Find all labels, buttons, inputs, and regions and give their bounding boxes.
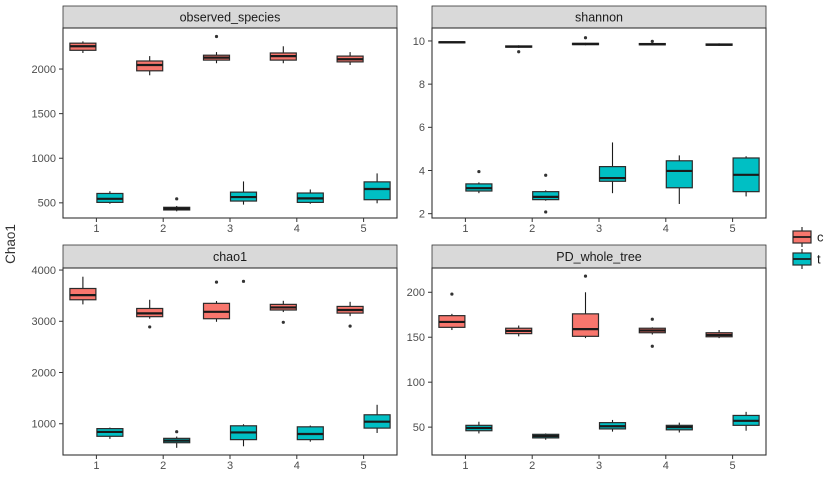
x-tick-label: 5 — [361, 460, 367, 472]
outlier-dot — [583, 274, 588, 278]
outlier-dot — [214, 280, 219, 284]
outlier-dot — [348, 324, 352, 328]
x-tick-label: 2 — [160, 460, 166, 472]
facet-title-chao1: chao1 — [213, 250, 247, 264]
x-tick-label: 4 — [663, 223, 669, 235]
box-t-observed_species-5 — [363, 181, 391, 201]
y-tick-label: 2000 — [32, 367, 56, 379]
x-tick-label: 5 — [361, 223, 367, 235]
x-tick-label: 1 — [93, 223, 99, 235]
outlier-dot — [450, 292, 454, 296]
x-tick-label: 1 — [462, 223, 468, 235]
outlier-dot — [281, 320, 285, 324]
outlier-dot — [650, 39, 654, 43]
x-tick-label: 4 — [294, 223, 300, 235]
x-tick-label: 3 — [596, 223, 602, 235]
panel-chao1 — [62, 267, 398, 456]
legend-label-c: c — [817, 230, 824, 245]
box-c-PD_whole_tree-3 — [571, 313, 600, 337]
outlier-dot — [544, 210, 548, 214]
outlier-dot — [583, 36, 588, 40]
y-tick-label: 4 — [419, 165, 425, 177]
outlier-dot — [175, 430, 179, 434]
outlier-dot — [477, 169, 481, 174]
x-tick-label: 4 — [663, 460, 669, 472]
x-tick-label: 3 — [596, 460, 602, 472]
outlier-dot — [241, 279, 246, 283]
outlier-dot — [517, 50, 521, 54]
outlier-dot — [148, 325, 152, 329]
y-axis-title: Chao1 — [3, 224, 18, 264]
x-tick-label: 1 — [93, 460, 99, 472]
outlier-dot — [650, 344, 654, 348]
facet-title-shannon: shannon — [575, 11, 623, 25]
y-tick-label: 150 — [407, 332, 425, 344]
y-tick-label: 200 — [407, 287, 425, 299]
legend-label-t: t — [817, 252, 821, 267]
facet-title-PD_whole_tree: PD_whole_tree — [556, 250, 642, 264]
x-tick-label: 3 — [227, 460, 233, 472]
x-tick-label: 3 — [227, 223, 233, 235]
y-tick-label: 2 — [419, 208, 425, 220]
outlier-dot — [544, 173, 548, 177]
x-tick-label: 5 — [730, 223, 736, 235]
y-tick-label: 3000 — [32, 316, 56, 328]
y-tick-label: 4000 — [32, 265, 56, 277]
x-tick-label: 1 — [462, 460, 468, 472]
y-tick-label: 100 — [407, 377, 425, 389]
x-tick-label: 2 — [529, 460, 535, 472]
outlier-dot — [650, 317, 654, 321]
box-t-shannon-4 — [665, 160, 693, 189]
y-tick-label: 1000 — [32, 153, 56, 165]
outlier-dot — [175, 197, 179, 201]
x-tick-label: 2 — [529, 223, 535, 235]
x-tick-label: 2 — [160, 223, 166, 235]
x-tick-label: 4 — [294, 460, 300, 472]
facet-title-observed_species: observed_species — [180, 11, 281, 25]
y-tick-label: 1500 — [32, 108, 56, 120]
y-tick-label: 500 — [38, 198, 56, 210]
outlier-dot — [214, 34, 219, 39]
x-tick-label: 5 — [730, 460, 736, 472]
y-tick-label: 10 — [413, 36, 425, 48]
y-tick-label: 2000 — [32, 64, 56, 76]
box-t-shannon-2 — [532, 191, 560, 201]
y-tick-label: 1000 — [32, 419, 56, 431]
y-tick-label: 8 — [419, 79, 425, 91]
y-tick-label: 6 — [419, 122, 425, 134]
y-tick-label: 50 — [413, 422, 425, 434]
